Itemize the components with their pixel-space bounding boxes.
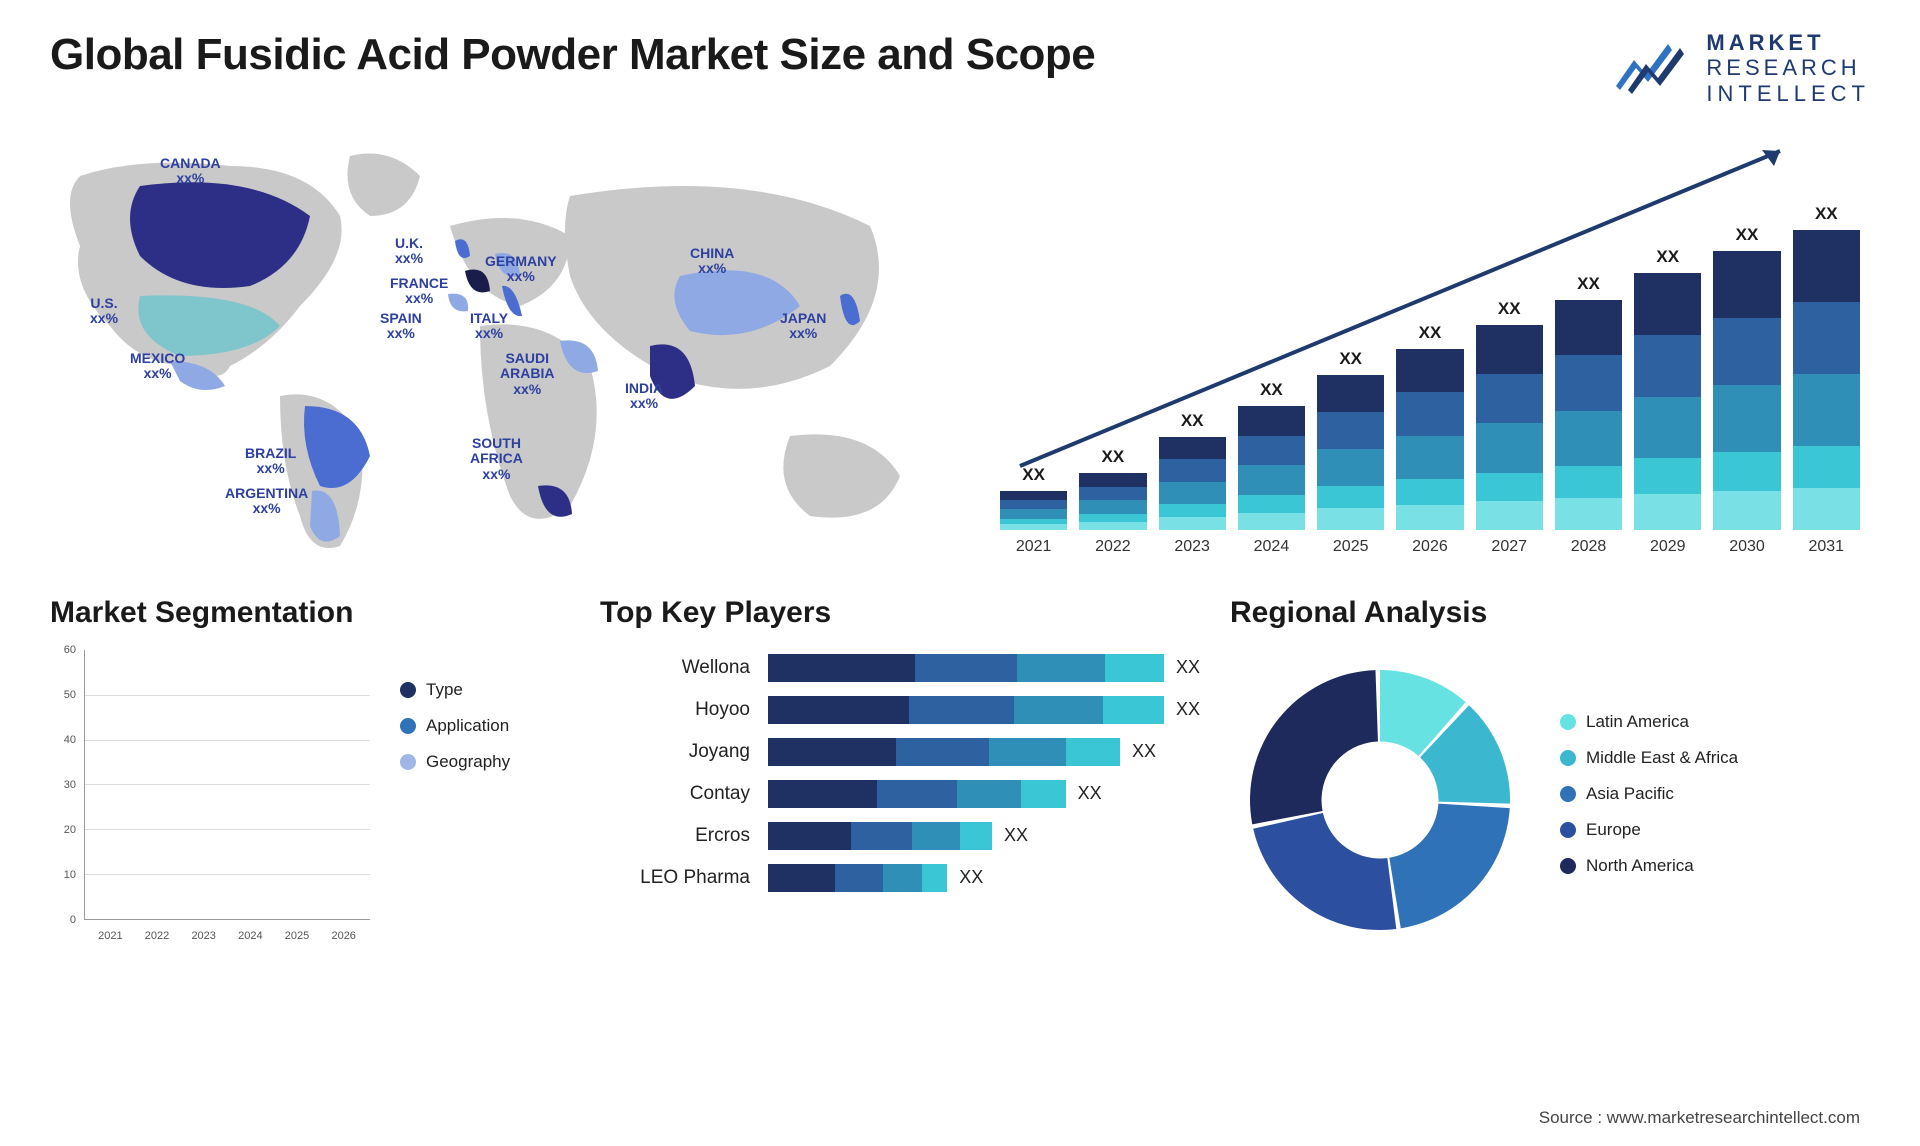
growth-chart-panel: XX2021XX2022XX2023XX2024XX2025XX2026XX20… bbox=[990, 136, 1870, 556]
page-title: Global Fusidic Acid Powder Market Size a… bbox=[50, 30, 1095, 80]
legend-item: North America bbox=[1560, 856, 1738, 876]
players-title: Top Key Players bbox=[600, 596, 1200, 630]
growth-bar: XX2031 bbox=[1793, 204, 1860, 556]
legend-item: Middle East & Africa bbox=[1560, 748, 1738, 768]
growth-bar: XX2024 bbox=[1238, 380, 1305, 556]
growth-bar: XX2023 bbox=[1159, 411, 1226, 556]
map-label: SOUTH AFRICAxx% bbox=[470, 436, 523, 482]
donut-slice bbox=[1250, 670, 1378, 824]
segmentation-legend: Type Application Geography bbox=[400, 650, 510, 788]
world-map bbox=[50, 136, 950, 556]
regional-title: Regional Analysis bbox=[1230, 596, 1870, 630]
map-label: U.K.xx% bbox=[395, 236, 423, 267]
growth-bar-chart: XX2021XX2022XX2023XX2024XX2025XX2026XX20… bbox=[990, 176, 1870, 556]
growth-bar: XX2021 bbox=[1000, 465, 1067, 556]
growth-bar: XX2025 bbox=[1317, 349, 1384, 556]
player-row: ContayXX bbox=[600, 780, 1200, 808]
regional-donut-chart bbox=[1230, 650, 1530, 950]
map-label: ITALYxx% bbox=[470, 311, 508, 342]
map-label: U.S.xx% bbox=[90, 296, 118, 327]
map-label: SPAINxx% bbox=[380, 311, 422, 342]
player-row: WellonaXX bbox=[600, 654, 1200, 682]
players-panel: Top Key Players WellonaXX HoyooXX JoyangXX… bbox=[600, 596, 1200, 1026]
brand-logo-text: MARKET RESEARCH INTELLECT bbox=[1706, 30, 1870, 106]
legend-item: Geography bbox=[400, 752, 510, 772]
growth-bar: XX2030 bbox=[1713, 225, 1780, 556]
legend-item: Europe bbox=[1560, 820, 1738, 840]
map-label: JAPANxx% bbox=[780, 311, 826, 342]
donut-slice bbox=[1389, 804, 1509, 929]
player-row: JoyangXX bbox=[600, 738, 1200, 766]
map-label: BRAZILxx% bbox=[245, 446, 296, 477]
map-label: CANADAxx% bbox=[160, 156, 221, 187]
map-label: INDIAxx% bbox=[625, 381, 663, 412]
brand-logo: MARKET RESEARCH INTELLECT bbox=[1614, 30, 1870, 106]
map-label: GERMANYxx% bbox=[485, 254, 557, 285]
map-label: FRANCExx% bbox=[390, 276, 448, 307]
players-chart: WellonaXX HoyooXX JoyangXX ContayXX ErcrosXX… bbox=[600, 650, 1200, 892]
segmentation-panel: Market Segmentation 0102030405060 202120… bbox=[50, 596, 570, 1026]
growth-bar: XX2028 bbox=[1555, 274, 1622, 556]
segmentation-chart: 0102030405060 202120222023202420252026 bbox=[50, 650, 370, 950]
brand-logo-mark bbox=[1614, 36, 1694, 100]
segmentation-title: Market Segmentation bbox=[50, 596, 570, 630]
legend-item: Type bbox=[400, 680, 510, 700]
growth-bar: XX2027 bbox=[1476, 299, 1543, 556]
growth-bar: XX2026 bbox=[1396, 323, 1463, 556]
map-label: SAUDI ARABIAxx% bbox=[500, 351, 554, 397]
player-row: LEO PharmaXX bbox=[600, 864, 1200, 892]
regional-panel: Regional Analysis Latin America Middle Ea… bbox=[1230, 596, 1870, 1026]
source-attribution: Source : www.marketresearchintellect.com bbox=[1539, 1108, 1860, 1128]
growth-bar: XX2022 bbox=[1079, 447, 1146, 556]
player-row: HoyooXX bbox=[600, 696, 1200, 724]
world-map-panel: CANADAxx% U.S.xx% MEXICOxx% BRAZILxx% ARGENT… bbox=[50, 136, 950, 556]
map-label: MEXICOxx% bbox=[130, 351, 185, 382]
regional-legend: Latin America Middle East & Africa Asia Pa… bbox=[1560, 708, 1738, 892]
growth-bar: XX2029 bbox=[1634, 247, 1701, 556]
player-row: ErcrosXX bbox=[600, 822, 1200, 850]
legend-item: Application bbox=[400, 716, 510, 736]
donut-slice bbox=[1253, 813, 1396, 930]
map-label: CHINAxx% bbox=[690, 246, 734, 277]
map-label: ARGENTINAxx% bbox=[225, 486, 308, 517]
legend-item: Asia Pacific bbox=[1560, 784, 1738, 804]
legend-item: Latin America bbox=[1560, 712, 1738, 732]
